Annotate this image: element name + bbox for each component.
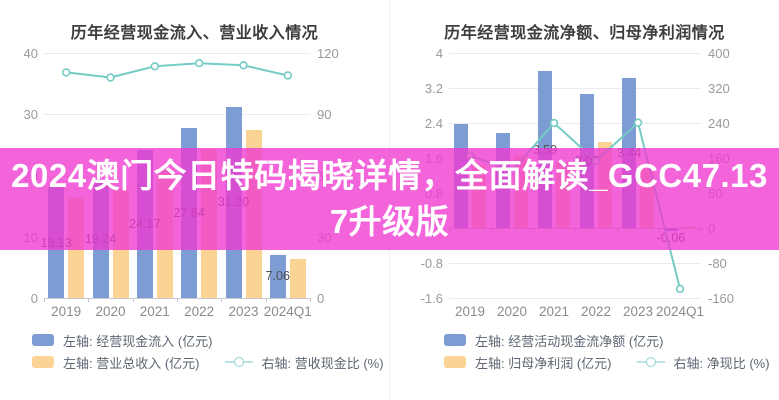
grid-line: [449, 88, 701, 89]
grid-line: [449, 263, 701, 264]
y-axis-label-right: 0: [317, 291, 325, 306]
legend-swatch-primary-icon: [32, 334, 54, 346]
watermark-text-line2: 7升级版: [329, 203, 450, 240]
grid-line: [449, 53, 701, 54]
legend-row: 左轴: 营业总收入 (亿元) 右轴: 营收现金比 (%): [32, 351, 385, 373]
line-point-marker: [283, 71, 292, 80]
legend-line-marker-icon: [636, 357, 665, 367]
legend-label-secondary: 左轴: 营业总收入 (亿元): [63, 355, 200, 371]
x-category-label: 2020: [95, 304, 126, 319]
y-axis-label-left: 2.4: [424, 116, 443, 131]
y-axis-label-left: 3.2: [424, 81, 443, 96]
bar-primary: [269, 254, 286, 298]
axis-tick: [44, 298, 45, 302]
legend-label-secondary: 左轴: 归母净利润 (亿元): [475, 355, 612, 371]
grid-line: [44, 114, 310, 116]
y-axis-label-right: 90: [317, 107, 332, 123]
x-category-label: 2021: [538, 304, 570, 319]
line-point-marker: [675, 284, 685, 294]
x-category-label: 2021: [139, 304, 170, 319]
watermark-banner: 2024澳门今日特码揭晓详情，全面解读_GCC47.13 7升级版: [0, 148, 779, 250]
grid-line: [449, 123, 701, 124]
legend-row: 左轴: 归母净利润 (亿元) 右轴: 净现比 (%): [444, 351, 775, 373]
y-axis-label-left: -0.8: [420, 256, 443, 271]
legend-line-marker-icon: [224, 357, 253, 367]
legend-label-primary: 左轴: 经营活动现金流净额 (亿元): [475, 333, 664, 349]
y-axis-label-left: 30: [23, 107, 38, 123]
y-axis-label-left: -1.6: [420, 291, 443, 306]
y-axis-label-right: 240: [708, 116, 730, 131]
axis-tick: [88, 298, 90, 302]
y-axis-label-left: 4: [435, 46, 443, 61]
axis-tick: [177, 298, 178, 302]
x-category-label: 2022: [580, 304, 612, 319]
chart-legend-right: 左轴: 经营活动现金流净额 (亿元) 左轴: 归母净利润 (亿元) 右轴: 净现…: [444, 329, 775, 373]
y-axis-label-right: 320: [708, 81, 730, 96]
axis-tick: [310, 298, 311, 302]
y-axis-label-right: -160: [708, 291, 735, 306]
watermark-text-line1: 2024澳门今日特码揭晓详情，全面解读_GCC47.13: [11, 157, 768, 194]
chart-title-right: 历年经营现金流净额、归母净利润情况: [444, 25, 725, 43]
axis-tick: [221, 298, 223, 302]
x-category-label: 2024Q1: [263, 304, 312, 319]
bar-value-label: 7.06: [265, 269, 290, 284]
legend-swatch-secondary-icon: [32, 356, 54, 368]
chart-title-left: 历年经营现金流入、营业收入情况: [70, 25, 319, 43]
y-axis-label-right: 120: [317, 46, 339, 61]
legend-label-line: 右轴: 营收现金比 (%): [261, 355, 384, 371]
bar-secondary: [289, 258, 306, 298]
y-axis-label-right: 400: [708, 46, 730, 61]
legend-swatch-secondary-icon: [444, 356, 466, 368]
y-axis-label-left: 40: [23, 46, 38, 61]
grid-line: [449, 298, 701, 299]
x-category-label: 2022: [184, 304, 215, 319]
x-category-label: 2023: [228, 304, 259, 319]
line-point-marker: [106, 73, 115, 82]
legend-label-line: 右轴: 净现比 (%): [673, 355, 770, 371]
grid-line: [44, 53, 310, 54]
x-category-label: 2024Q1: [655, 304, 705, 319]
line-point-marker: [195, 58, 204, 68]
legend-row: 左轴: 经营活动现金流净额 (亿元): [444, 329, 775, 351]
line-point-marker: [239, 61, 248, 70]
y-axis-label-right: -80: [708, 256, 727, 271]
legend-row: 左轴: 经营现金流入 (亿元): [32, 329, 385, 351]
line-point-marker: [150, 62, 160, 71]
chart-legend-left: 左轴: 经营现金流入 (亿元) 左轴: 营业总收入 (亿元) 右轴: 营收现金比…: [32, 329, 385, 373]
x-category-label: 2019: [51, 304, 82, 319]
y-axis-label-left: 0: [30, 291, 38, 306]
legend-swatch-primary-icon: [444, 334, 466, 346]
axis-tick: [265, 298, 267, 302]
x-category-label: 2023: [622, 304, 654, 319]
x-category-label: 2020: [496, 304, 528, 319]
line-point-marker: [61, 68, 71, 77]
axis-tick: [132, 298, 134, 302]
legend-label-primary: 左轴: 经营现金流入 (亿元): [63, 333, 213, 349]
x-category-label: 2019: [454, 304, 486, 319]
